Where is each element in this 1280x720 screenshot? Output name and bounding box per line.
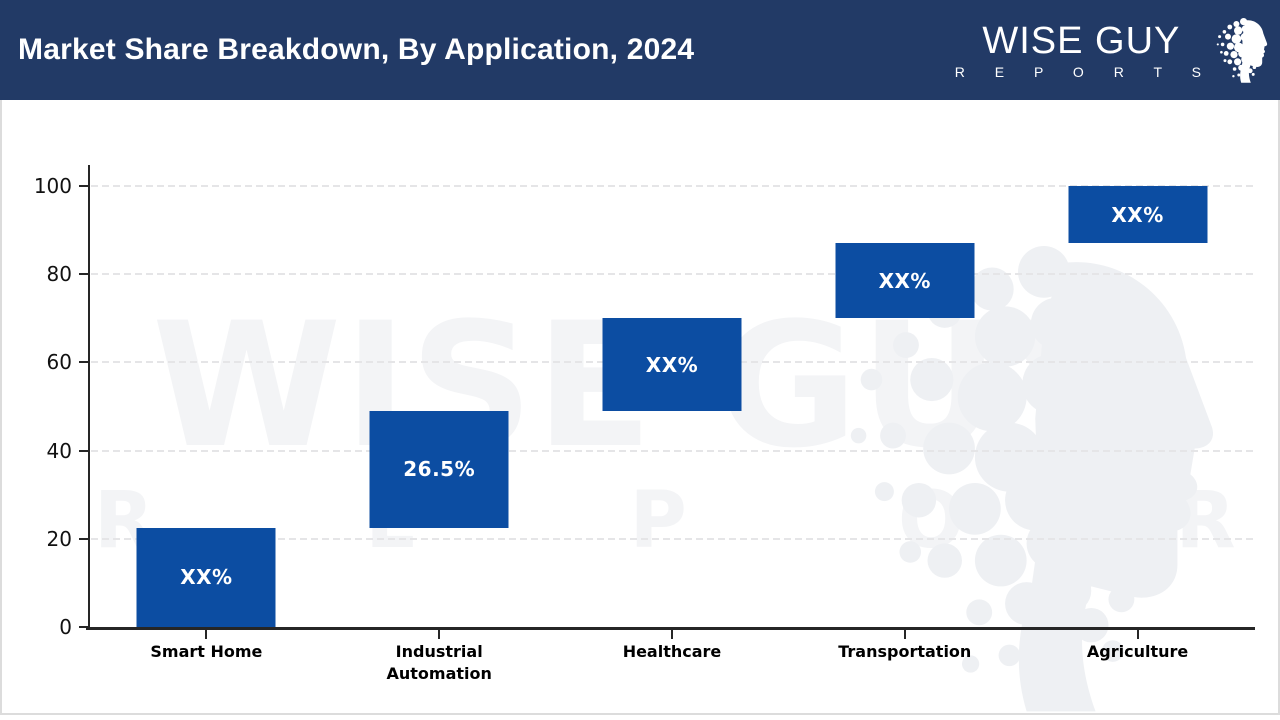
bar-value-label: XX% xyxy=(1111,202,1164,227)
x-tick-mark xyxy=(1136,630,1139,639)
bar-segment: XX% xyxy=(1068,186,1208,244)
y-tick-label: 20 xyxy=(46,526,72,551)
gridline xyxy=(91,449,1254,452)
x-category-label: Industrial Automation xyxy=(323,641,556,684)
x-category-label-text: Smart Home xyxy=(150,642,263,661)
bar-value-label: XX% xyxy=(878,268,931,293)
bar-value-label: XX% xyxy=(645,352,699,377)
x-axis-labels: Smart Home Industrial Automation Healthcar… xyxy=(90,641,1254,684)
plot-area: 0 20 40 60 80 100 XX% 26.5% XX% XX% XX% xyxy=(34,165,1255,639)
y-tick-label: 100 xyxy=(33,174,72,198)
y-tick-label: 60 xyxy=(46,350,72,375)
y-tick-label: 80 xyxy=(46,262,72,287)
gridline xyxy=(91,273,1254,276)
x-category-label-text: Transportation xyxy=(838,642,972,661)
wise-guy-reports-logo: WISE GUY R E P O R T S xyxy=(949,10,1270,92)
gridline xyxy=(91,537,1254,540)
x-tick-mark xyxy=(903,630,906,639)
y-tick-mark xyxy=(79,361,88,364)
x-category-label: Smart Home xyxy=(90,641,323,684)
y-tick-label: 40 xyxy=(46,438,72,463)
bar-value-label: 26.5% xyxy=(403,457,476,482)
x-axis-line xyxy=(86,627,1255,630)
x-category-label-text: Agriculture xyxy=(1086,642,1189,661)
bar-segment: XX% xyxy=(602,318,742,411)
logo-text: WISE GUY R E P O R T S xyxy=(949,22,1214,80)
y-tick-mark xyxy=(79,273,88,276)
x-category-label-text: Industrial Automation xyxy=(386,642,492,683)
header: Market Share Breakdown, By Application, … xyxy=(0,0,1280,100)
x-category-label-text: Healthcare xyxy=(622,642,722,661)
y-axis-line xyxy=(88,165,90,627)
logo-wordmark: WISE GUY xyxy=(982,20,1181,62)
bar-segment: XX% xyxy=(835,243,975,319)
bar-segment: 26.5% xyxy=(369,410,509,528)
x-category-label: Healthcare xyxy=(556,641,789,684)
x-category-label: Transportation xyxy=(788,641,1021,684)
x-tick-mark xyxy=(671,630,673,639)
logo-head-icon xyxy=(1216,18,1268,83)
logo-subtitle: R E P O R T S xyxy=(954,64,1214,80)
y-tick-mark xyxy=(79,626,88,628)
bar-segment: XX% xyxy=(136,527,276,627)
gridline xyxy=(91,185,1254,187)
y-tick-mark xyxy=(79,449,88,452)
x-category-label: Agriculture xyxy=(1021,641,1254,684)
x-tick-mark xyxy=(438,630,441,639)
bar-value-label: XX% xyxy=(180,565,233,590)
y-tick-mark xyxy=(79,185,88,187)
x-tick-mark xyxy=(205,630,208,639)
page-title: Market Share Breakdown, By Application, … xyxy=(18,33,695,66)
y-tick-mark xyxy=(79,537,88,540)
chart-canvas: WISE GUY R E P O R T S 020406080100XX%26… xyxy=(0,100,1280,715)
y-tick-label: 0 xyxy=(59,615,72,639)
